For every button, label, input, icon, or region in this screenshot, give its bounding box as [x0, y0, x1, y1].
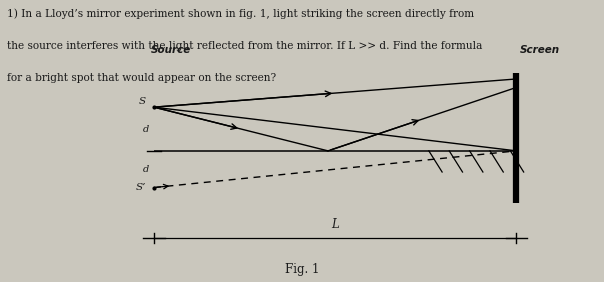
- Text: Fig. 1: Fig. 1: [285, 263, 319, 276]
- Text: the source interferes with the light reflected from the mirror. If L >> d. Find : the source interferes with the light ref…: [7, 41, 483, 51]
- Text: for a bright spot that would appear on the screen?: for a bright spot that would appear on t…: [7, 73, 277, 83]
- Text: L: L: [332, 218, 339, 231]
- Text: 1) In a Lloyd’s mirror experiment shown in fig. 1, light striking the screen dir: 1) In a Lloyd’s mirror experiment shown …: [7, 8, 474, 19]
- Text: d: d: [143, 125, 149, 133]
- Text: d: d: [143, 165, 149, 174]
- Text: S’: S’: [136, 183, 146, 192]
- Text: Source: Source: [151, 45, 191, 55]
- Text: S: S: [139, 97, 146, 106]
- Text: Screen: Screen: [519, 45, 559, 55]
